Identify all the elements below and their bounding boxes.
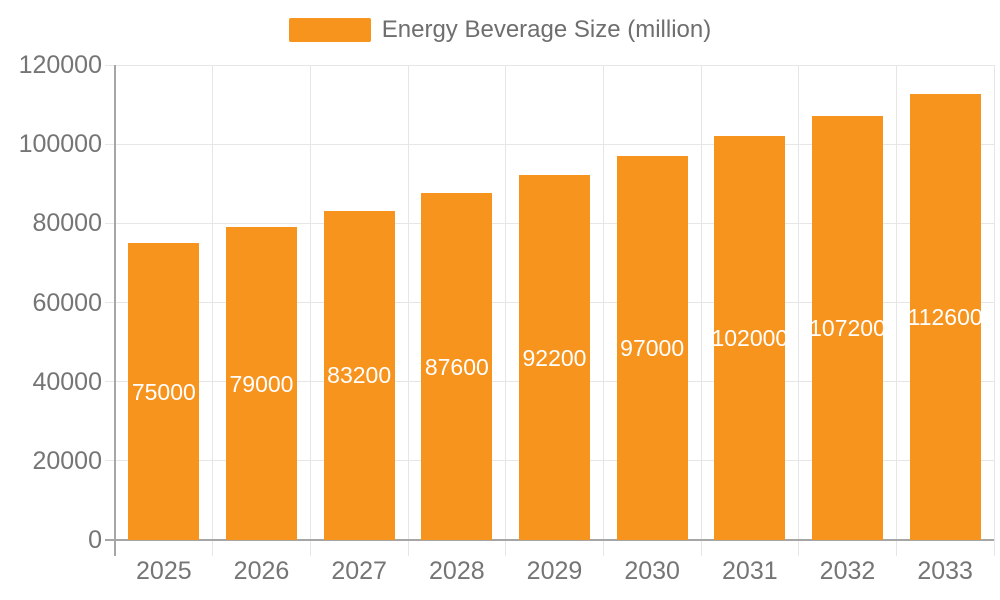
- legend-swatch: [288, 18, 371, 42]
- y-gridline: [115, 64, 994, 66]
- x-tick-label: 2031: [722, 557, 778, 585]
- y-axis-line: [113, 65, 116, 556]
- x-tick-label: 2030: [624, 557, 680, 585]
- x-gridline: [407, 65, 409, 556]
- bar: [128, 243, 200, 540]
- y-gridline: [115, 143, 994, 145]
- bar: [421, 193, 493, 540]
- legend-item[interactable]: Energy Beverage Size (million): [0, 16, 1000, 44]
- y-tick-label: 20000: [32, 446, 102, 475]
- bar: [812, 115, 883, 540]
- y-tick-label: 40000: [32, 367, 102, 396]
- bar: [519, 175, 590, 540]
- y-axis-tick: [105, 381, 115, 383]
- y-tick-label: 100000: [18, 130, 102, 159]
- bar: [909, 94, 981, 540]
- x-tick-label: 2026: [233, 557, 290, 585]
- x-gridline: [309, 65, 311, 556]
- y-tick-label: 60000: [32, 288, 102, 317]
- x-gridline: [993, 65, 995, 556]
- legend-label: Energy Beverage Size (million): [381, 16, 712, 43]
- x-tick-label: 2029: [526, 557, 583, 585]
- y-tick-label: 120000: [18, 51, 102, 79]
- bar: [714, 136, 786, 540]
- x-tick-label: 2028: [429, 557, 485, 585]
- y-axis-tick: [105, 143, 115, 145]
- y-tick-label: 0: [88, 526, 102, 554]
- y-axis-tick: [105, 222, 115, 224]
- x-tick-label: 2027: [331, 557, 387, 585]
- x-gridline: [895, 65, 897, 556]
- x-gridline: [700, 65, 702, 556]
- y-axis-tick: [105, 302, 115, 303]
- y-tick-label: 80000: [32, 209, 102, 238]
- x-tick-label: 2032: [819, 557, 876, 585]
- x-tick-label: 2033: [917, 557, 973, 585]
- bar: [226, 227, 297, 540]
- x-gridline: [212, 65, 214, 556]
- x-tick-label: 2025: [136, 557, 192, 585]
- y-axis-tick: [105, 64, 115, 66]
- x-axis-line: [105, 539, 994, 541]
- x-gridline: [798, 65, 800, 556]
- bar: [323, 210, 395, 540]
- bar: [616, 156, 688, 540]
- x-gridline: [602, 65, 604, 556]
- x-gridline: [505, 65, 507, 556]
- y-axis-tick: [105, 460, 115, 462]
